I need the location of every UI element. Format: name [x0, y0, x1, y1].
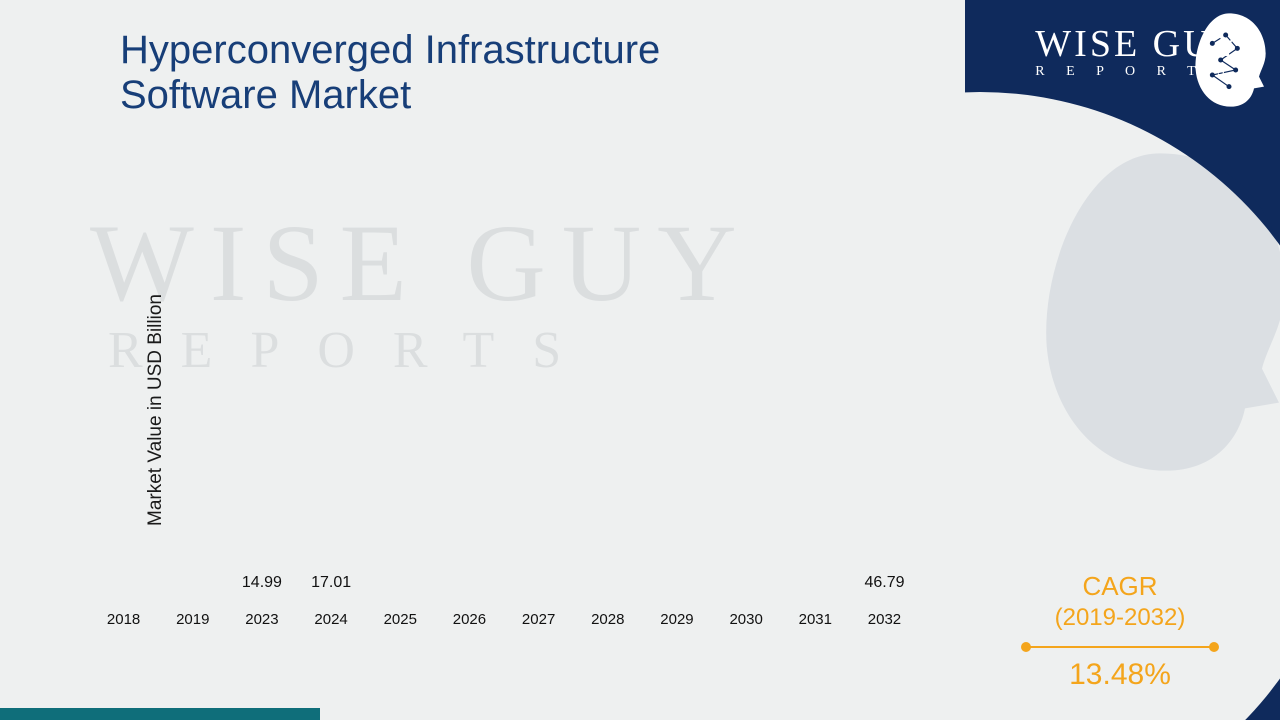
bar-chart: Market Value in USD Billion 8.611.114.99…: [82, 190, 912, 630]
cagr-value: 13.48%: [1020, 658, 1220, 692]
bar-wrap: 11.1: [169, 574, 216, 596]
bar-value-label: 46.79: [864, 574, 904, 592]
x-ticks: 2018 2019 2023 2024 2025 2026 2027 2028 2029 2030…: [96, 611, 912, 628]
x-tick-label: 2031: [792, 611, 839, 628]
x-tick-label: 2023: [238, 611, 285, 628]
brand-logo: WISE GUY R E P O R T S: [1035, 22, 1244, 80]
bar-value-label: 14.99: [242, 574, 282, 592]
x-tick-label: 2030: [723, 611, 770, 628]
bar-wrap: 17.01: [308, 574, 355, 596]
title-text: Hyperconverged InfrastructureSoftware Ma…: [120, 28, 660, 117]
x-tick-label: 2027: [515, 611, 562, 628]
x-tick-label: 2032: [861, 611, 908, 628]
bar-wrap: 32: [653, 574, 700, 596]
bar-wrap: 24.9: [515, 574, 562, 596]
cagr-rule: [1026, 646, 1214, 648]
x-tick-label: 2026: [446, 611, 493, 628]
x-tick-label: 2025: [377, 611, 424, 628]
cagr-label: CAGR: [1020, 571, 1220, 602]
cagr-block: CAGR (2019-2032) 13.48%: [1020, 571, 1220, 692]
cagr-range: (2019-2032): [1020, 604, 1220, 632]
bar-wrap: 28.2: [584, 574, 631, 596]
bar-value-label: 17.01: [311, 574, 351, 592]
bottom-teal-strip: [0, 708, 320, 720]
x-tick-label: 2018: [100, 611, 147, 628]
canvas: WISE GUY R E P O R T S CAGR (2019-2032) …: [0, 0, 1280, 720]
x-tick-label: 2024: [308, 611, 355, 628]
bar-wrap: 21.9: [446, 574, 493, 596]
page-title: Hyperconverged InfrastructureSoftware Ma…: [120, 28, 660, 118]
bar-wrap: 14.99: [238, 574, 285, 596]
bar-wrap: 8.6: [100, 574, 147, 596]
bar-wrap: 46.79: [861, 574, 908, 596]
bar-wrap: 36.3: [723, 574, 770, 596]
x-tick-label: 2019: [169, 611, 216, 628]
logo-line2: R E P O R T S: [1035, 64, 1244, 80]
watermark-head-icon: [1010, 142, 1280, 482]
x-tick-label: 2029: [653, 611, 700, 628]
bar-wrap: 19.3: [377, 574, 424, 596]
plot-area: 8.6 11.1 14.99 17.01 19.3 21.9 24.9 28.2 32 36.3 4…: [96, 190, 912, 596]
x-tick-label: 2028: [584, 611, 631, 628]
bars-container: 8.6 11.1 14.99 17.01 19.3 21.9 24.9 28.2 32 36.3 4…: [96, 190, 912, 596]
logo-line1: WISE GUY: [1035, 22, 1244, 66]
bar-wrap: 41.2: [792, 574, 839, 596]
